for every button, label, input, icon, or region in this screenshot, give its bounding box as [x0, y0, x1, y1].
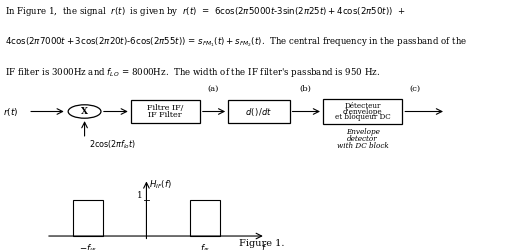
Text: IF filter is 3000Hz and $f_{LO}$ = 8000Hz.  The width of the IF filter's passban: IF filter is 3000Hz and $f_{LO}$ = 8000H…	[5, 66, 380, 79]
Text: 1: 1	[137, 191, 143, 200]
Text: $d(\,)/dt$: $d(\,)/dt$	[245, 106, 272, 118]
Text: In Figure 1,  the signal  $r(t)$  is given by  $r(t)$  =  $6\cos(2\pi 5000t\text: In Figure 1, the signal $r(t)$ is given …	[5, 5, 406, 18]
FancyBboxPatch shape	[228, 100, 290, 123]
Text: $f_{IF}$: $f_{IF}$	[200, 242, 210, 250]
Text: IF Filter: IF Filter	[149, 111, 182, 119]
Text: Figure 1.: Figure 1.	[239, 240, 284, 248]
Text: d'envelope: d'envelope	[343, 108, 382, 116]
Text: Détecteur: Détecteur	[345, 102, 381, 110]
Text: (c): (c)	[410, 84, 420, 92]
Text: Envelope: Envelope	[346, 128, 380, 136]
Text: detector: detector	[347, 135, 378, 143]
Bar	[73, 200, 103, 236]
Text: $4\cos(2\pi 7000t+3\cos(2\pi 20t)\text{-}6\cos(2\pi 55t))$ = $s_{FM_1}(t)+s_{FM_: $4\cos(2\pi 7000t+3\cos(2\pi 20t)\text{-…	[5, 36, 468, 49]
Text: $-f_{IF}$: $-f_{IF}$	[79, 242, 97, 250]
Text: (b): (b)	[299, 84, 311, 92]
Text: Filtre IF/: Filtre IF/	[147, 104, 184, 112]
Text: X: X	[81, 107, 88, 116]
Text: $r(t)$: $r(t)$	[3, 106, 18, 118]
Text: (a): (a)	[207, 84, 219, 92]
Text: $f$: $f$	[260, 242, 267, 250]
Text: et bloqueur DC: et bloqueur DC	[335, 113, 391, 121]
Text: with DC block: with DC block	[337, 142, 389, 150]
Text: $2\cos(2\pi f_{lo}t)$: $2\cos(2\pi f_{lo}t)$	[89, 139, 137, 151]
Bar	[190, 200, 220, 236]
Text: $H_{IF}(f)$: $H_{IF}(f)$	[149, 178, 172, 191]
FancyBboxPatch shape	[131, 100, 200, 123]
FancyBboxPatch shape	[323, 99, 402, 124]
